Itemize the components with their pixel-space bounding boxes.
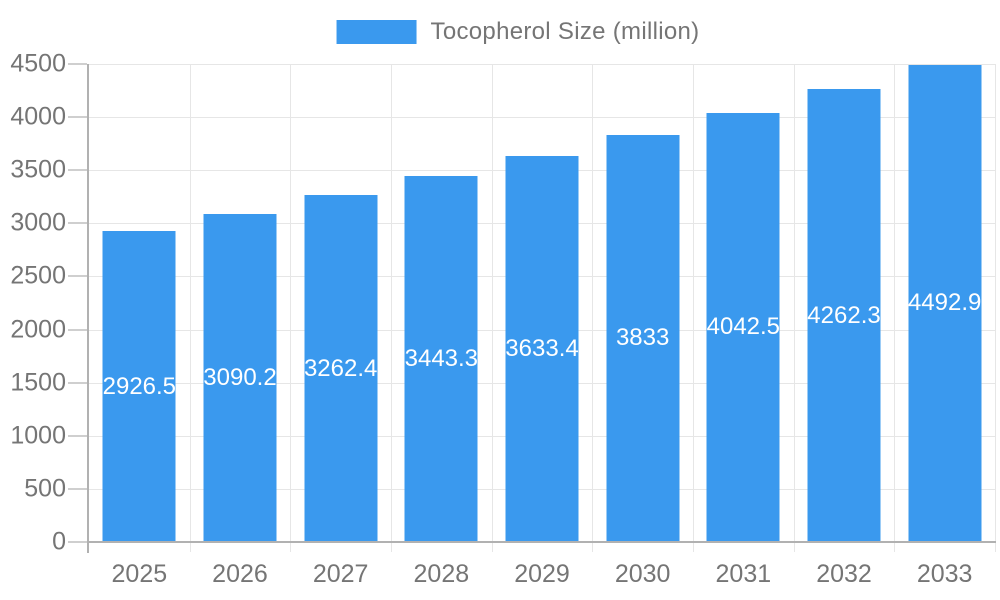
y-axis-tick — [68, 487, 87, 490]
vertical-gridline — [290, 64, 292, 552]
vertical-gridline — [995, 64, 996, 552]
bar[interactable]: 2926.5 — [103, 231, 176, 542]
bar-value-label: 3833 — [615, 324, 670, 352]
y-axis-tick — [68, 116, 87, 119]
bar-value-label: 3633.4 — [505, 335, 579, 363]
x-axis-tick-label: 2027 — [312, 560, 369, 588]
vertical-gridline — [491, 64, 493, 552]
vertical-gridline — [692, 64, 694, 552]
bar-value-label: 2926.5 — [102, 372, 177, 400]
y-axis-tick-label: 1000 — [10, 421, 66, 450]
y-axis-labels: 0 500 1000 1500 2000 2500 3000 3500 4000 4500 — [0, 51, 66, 554]
bar[interactable]: 3262.4 — [304, 195, 377, 542]
bar-value-label: 4262.3 — [807, 301, 881, 329]
vertical-gridline — [793, 64, 795, 552]
x-axis-tick-label: 2032 — [816, 560, 872, 588]
legend-swatch-icon — [336, 20, 417, 44]
vertical-gridline — [894, 64, 896, 552]
y-axis-line — [87, 64, 89, 553]
x-axis-line — [87, 541, 996, 543]
legend-label: Tocopherol Size (million) — [430, 18, 700, 45]
plot-area: 2926.5 3090.2 3262.4 3443.3 3633.4 3833 4042.5… — [68, 63, 996, 553]
x-axis-tick-label: 2025 — [111, 560, 168, 588]
y-axis-tick-label: 500 — [24, 474, 66, 503]
y-axis-tick-label: 2000 — [10, 315, 66, 344]
bar-value-label: 3262.4 — [303, 354, 378, 382]
bar-value-label: 3090.2 — [203, 363, 277, 391]
x-axis-labels: 2025 2026 2027 2028 2029 2030 2031 2032 2033 — [89, 558, 995, 590]
bar[interactable]: 4262.3 — [807, 89, 881, 542]
vertical-gridline — [189, 64, 191, 552]
y-axis-tick — [68, 275, 87, 278]
bar[interactable]: 4042.5 — [706, 112, 781, 542]
y-axis-tick-label: 3000 — [10, 208, 66, 237]
bar-value-label: 4492.9 — [907, 289, 982, 317]
x-axis-tick-label: 2028 — [413, 560, 470, 588]
vertical-gridline — [390, 64, 392, 552]
x-axis-tick-label: 2026 — [212, 560, 268, 588]
y-axis-tick-label: 3500 — [10, 155, 66, 184]
legend-item[interactable]: Tocopherol Size (million) — [336, 18, 700, 45]
bar[interactable]: 3633.4 — [505, 156, 579, 542]
y-axis-tick — [68, 434, 87, 437]
bar-value-label: 3443.3 — [404, 345, 479, 373]
x-axis-tick-label: 2033 — [916, 560, 973, 588]
y-axis-tick — [68, 63, 87, 65]
x-axis-tick-label: 2031 — [715, 560, 772, 588]
vertical-gridline — [592, 64, 594, 552]
y-axis-tick-label: 1500 — [10, 368, 66, 397]
y-axis-tick — [68, 328, 87, 331]
x-axis-tick-label: 2029 — [514, 560, 570, 588]
bar-value-label: 4042.5 — [706, 313, 781, 341]
horizontal-gridline — [89, 64, 995, 65]
bar[interactable]: 3443.3 — [405, 176, 478, 542]
y-axis-tick — [68, 222, 87, 225]
y-axis-tick-label: 0 — [52, 527, 66, 556]
bar[interactable]: 3833 — [606, 134, 680, 542]
y-axis-tick — [68, 381, 87, 384]
y-axis-tick — [68, 541, 87, 543]
y-axis-tick-label: 4500 — [10, 49, 66, 78]
y-axis-tick-label: 4000 — [10, 102, 66, 131]
y-axis-tick-label: 2500 — [10, 261, 66, 290]
bar[interactable]: 4492.9 — [907, 64, 982, 542]
horizontal-gridline — [89, 117, 995, 119]
bar[interactable]: 3090.2 — [203, 213, 277, 542]
y-axis-tick — [68, 169, 87, 172]
x-axis-tick-label: 2030 — [614, 560, 671, 588]
